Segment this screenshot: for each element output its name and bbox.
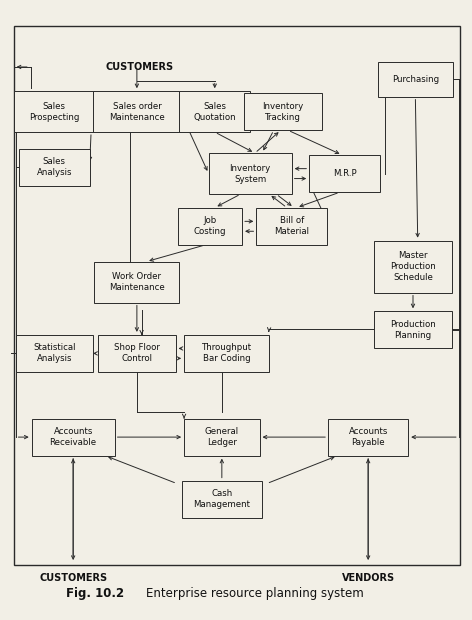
Text: M.R.P: M.R.P — [333, 169, 356, 178]
Bar — [374, 311, 452, 348]
Bar — [209, 153, 292, 194]
Bar — [256, 208, 327, 245]
Text: CUSTOMERS: CUSTOMERS — [39, 573, 107, 583]
Bar — [98, 335, 176, 372]
Bar — [378, 62, 453, 97]
Bar — [182, 480, 262, 518]
Text: Accounts
Receivable: Accounts Receivable — [50, 427, 97, 447]
Bar — [184, 418, 260, 456]
Text: VENDORS: VENDORS — [342, 573, 395, 583]
Bar — [179, 91, 250, 132]
Text: Job
Costing: Job Costing — [194, 216, 226, 236]
Text: General
Ledger: General Ledger — [205, 427, 239, 447]
Text: Purchasing: Purchasing — [392, 75, 439, 84]
Text: Statistical
Analysis: Statistical Analysis — [33, 343, 76, 363]
Bar — [14, 26, 460, 565]
Text: Bill of
Material: Bill of Material — [274, 216, 309, 236]
Bar — [94, 262, 179, 303]
Text: Production
Planning: Production Planning — [390, 320, 436, 340]
Bar — [16, 335, 93, 372]
Text: CUSTOMERS: CUSTOMERS — [105, 62, 173, 72]
Text: Sales
Analysis: Sales Analysis — [36, 157, 72, 177]
Text: Fig. 10.2: Fig. 10.2 — [66, 588, 124, 600]
Text: Throughput
Bar Coding: Throughput Bar Coding — [202, 343, 252, 363]
Bar — [32, 418, 115, 456]
Bar — [184, 335, 269, 372]
Text: Inventory
System: Inventory System — [229, 164, 271, 184]
Bar — [178, 208, 242, 245]
Bar — [309, 155, 380, 192]
Text: Sales
Quotation: Sales Quotation — [194, 102, 236, 122]
Text: Sales
Prospecting: Sales Prospecting — [29, 102, 79, 122]
Text: Enterprise resource planning system: Enterprise resource planning system — [146, 588, 364, 600]
Text: Shop Floor
Control: Shop Floor Control — [114, 343, 160, 363]
Text: Cash
Management: Cash Management — [194, 489, 250, 509]
Bar — [244, 93, 322, 130]
Text: Inventory
Tracking: Inventory Tracking — [262, 102, 304, 122]
Text: Accounts
Payable: Accounts Payable — [348, 427, 388, 447]
Text: Sales order
Maintenance: Sales order Maintenance — [109, 102, 165, 122]
Bar — [93, 91, 180, 132]
Bar — [328, 418, 408, 456]
Text: Work Order
Maintenance: Work Order Maintenance — [109, 272, 165, 292]
Text: Master
Production
Schedule: Master Production Schedule — [390, 251, 436, 282]
Bar — [14, 91, 94, 132]
Bar — [374, 241, 452, 293]
Bar — [19, 149, 90, 186]
